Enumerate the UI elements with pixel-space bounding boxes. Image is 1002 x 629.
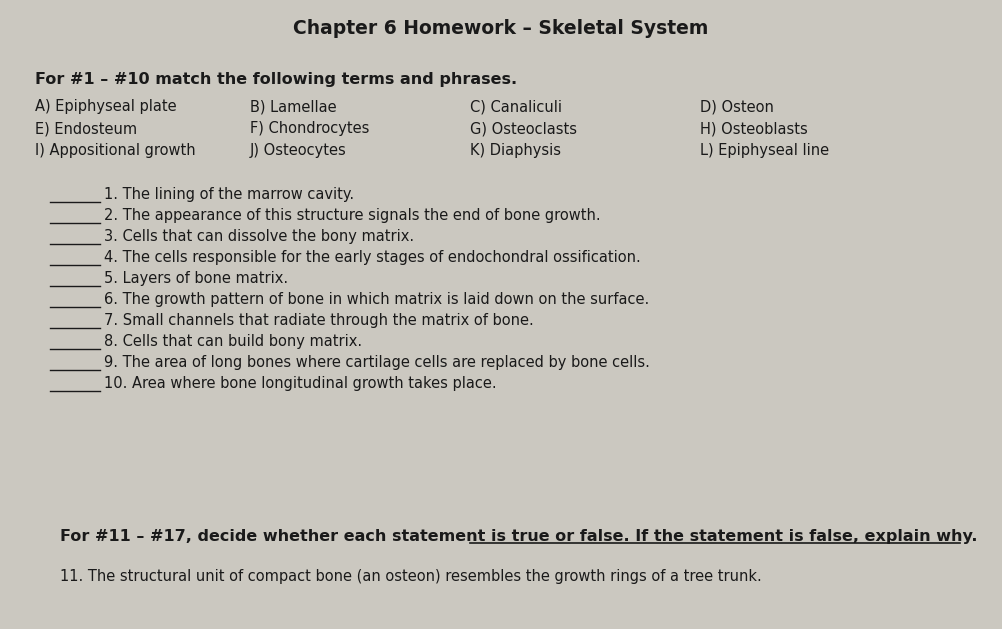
Text: E) Endosteum: E) Endosteum	[35, 121, 137, 136]
Text: H) Osteoblasts: H) Osteoblasts	[700, 121, 808, 136]
Text: 4. The cells responsible for the early stages of endochondral ossification.: 4. The cells responsible for the early s…	[104, 250, 640, 265]
Text: Chapter 6 Homework – Skeletal System: Chapter 6 Homework – Skeletal System	[294, 19, 708, 38]
Text: For #1 – #10 match the following terms and phrases.: For #1 – #10 match the following terms a…	[35, 72, 517, 87]
Text: 3. Cells that can dissolve the bony matrix.: 3. Cells that can dissolve the bony matr…	[104, 229, 414, 244]
Text: I) Appositional growth: I) Appositional growth	[35, 143, 195, 158]
Text: D) Osteon: D) Osteon	[700, 99, 774, 114]
Text: 2. The appearance of this structure signals the end of bone growth.: 2. The appearance of this structure sign…	[104, 208, 600, 223]
Text: A) Epiphyseal plate: A) Epiphyseal plate	[35, 99, 176, 114]
Text: C) Canaliculi: C) Canaliculi	[470, 99, 562, 114]
Text: G) Osteoclasts: G) Osteoclasts	[470, 121, 577, 136]
Text: 1. The lining of the marrow cavity.: 1. The lining of the marrow cavity.	[104, 187, 354, 202]
Text: 5. Layers of bone matrix.: 5. Layers of bone matrix.	[104, 271, 289, 286]
Text: 9. The area of long bones where cartilage cells are replaced by bone cells.: 9. The area of long bones where cartilag…	[104, 355, 650, 370]
Text: For #11 – #17, decide whether each statement is true or false. If the statement : For #11 – #17, decide whether each state…	[60, 529, 978, 544]
Text: B) Lamellae: B) Lamellae	[250, 99, 337, 114]
Text: 11. The structural unit of compact bone (an osteon) resembles the growth rings o: 11. The structural unit of compact bone …	[60, 569, 762, 584]
Text: F) Chondrocytes: F) Chondrocytes	[250, 121, 370, 136]
Text: 7. Small channels that radiate through the matrix of bone.: 7. Small channels that radiate through t…	[104, 313, 534, 328]
Text: 10. Area where bone longitudinal growth takes place.: 10. Area where bone longitudinal growth …	[104, 376, 497, 391]
Text: L) Epiphyseal line: L) Epiphyseal line	[700, 143, 829, 158]
Text: J) Osteocytes: J) Osteocytes	[250, 143, 347, 158]
Text: K) Diaphysis: K) Diaphysis	[470, 143, 561, 158]
Text: 8. Cells that can build bony matrix.: 8. Cells that can build bony matrix.	[104, 334, 362, 349]
Text: 6. The growth pattern of bone in which matrix is laid down on the surface.: 6. The growth pattern of bone in which m…	[104, 292, 649, 307]
